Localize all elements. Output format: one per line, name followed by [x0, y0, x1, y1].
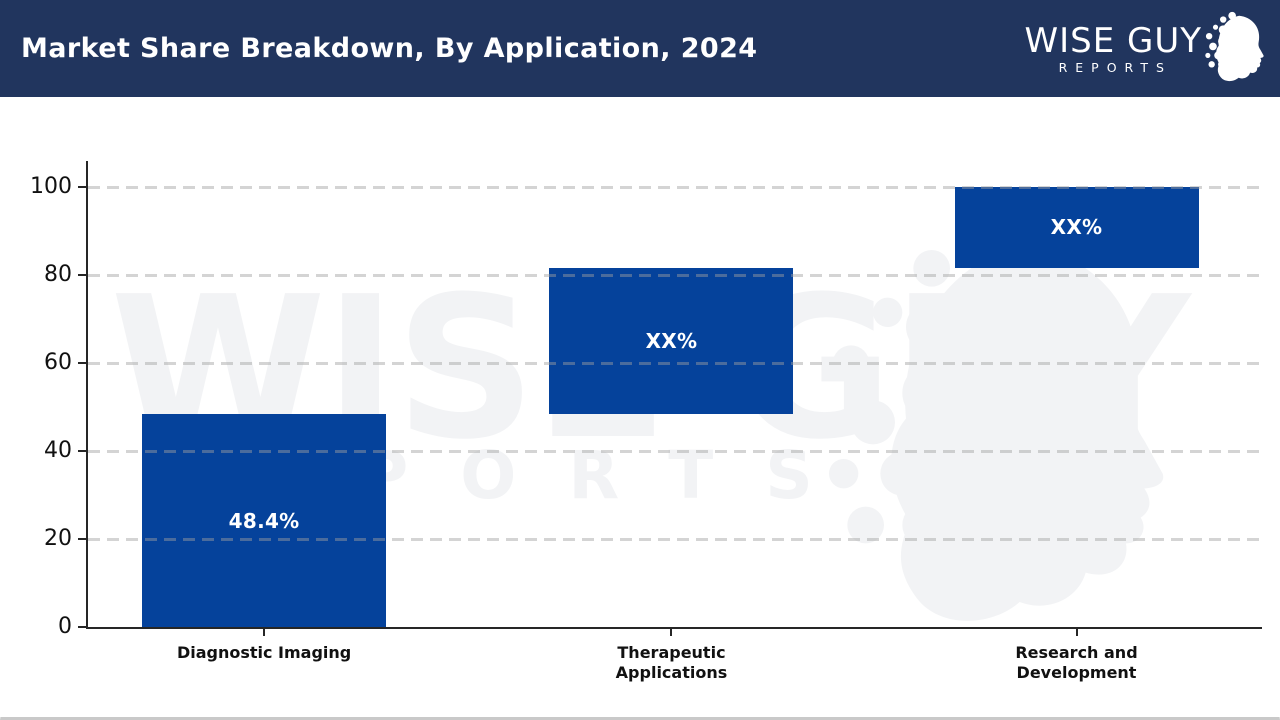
- bar-value-label: XX%: [1050, 215, 1103, 240]
- bar: XX%: [549, 267, 794, 415]
- bar-value-label: 48.4%: [228, 508, 300, 533]
- y-tick-label: 100: [30, 174, 72, 199]
- y-tick-mark: [78, 274, 86, 276]
- bar: XX%: [954, 187, 1199, 268]
- category-label: Therapeutic Applications: [615, 643, 728, 682]
- category-label: Diagnostic Imaging: [176, 643, 352, 662]
- chart-region: WISE GUY REPORTS 02040608010048.4%XX%XX%…: [0, 97, 1280, 717]
- page-title: Market Share Breakdown, By Application, …: [21, 33, 758, 64]
- x-tick-mark: [263, 629, 266, 636]
- y-tick-label: 80: [44, 262, 72, 287]
- y-tick-label: 60: [44, 350, 72, 375]
- brand-logo: WISE GUY REPORTS: [1024, 6, 1268, 92]
- brand-subname: REPORTS: [1058, 60, 1172, 75]
- x-axis-line: [86, 627, 1262, 629]
- y-tick-label: 40: [44, 438, 72, 463]
- plot-area: 0 20 40 60 80 100 48.4% XX% XX% Diagnostic Imagin…: [30, 161, 1262, 682]
- y-tick-mark: [78, 186, 86, 188]
- gridline: [88, 185, 1262, 189]
- y-tick-label: 20: [44, 526, 72, 551]
- y-tick-mark: [78, 538, 86, 540]
- y-tick-mark: [78, 626, 86, 628]
- y-tick-mark: [78, 450, 86, 452]
- category-label: Research and Development: [1015, 643, 1138, 682]
- x-tick-mark: [1075, 629, 1078, 636]
- header-bar: Market Share Breakdown, By Application, …: [0, 0, 1280, 97]
- y-tick-label: 0: [58, 614, 72, 639]
- gridline: [88, 361, 1262, 365]
- gridline: [88, 273, 1262, 277]
- y-axis-line: [86, 161, 88, 629]
- bar-value-label: XX%: [645, 328, 698, 353]
- brand-wordmark: WISE GUY REPORTS: [1024, 23, 1202, 75]
- dotted-head-icon: [1205, 11, 1264, 82]
- bar: 48.4%: [142, 414, 387, 627]
- x-tick-mark: [670, 629, 673, 636]
- y-tick-mark: [78, 362, 86, 364]
- gridline: [88, 537, 1262, 541]
- gridline: [88, 449, 1262, 453]
- brand-name: WISE GUY: [1024, 21, 1202, 61]
